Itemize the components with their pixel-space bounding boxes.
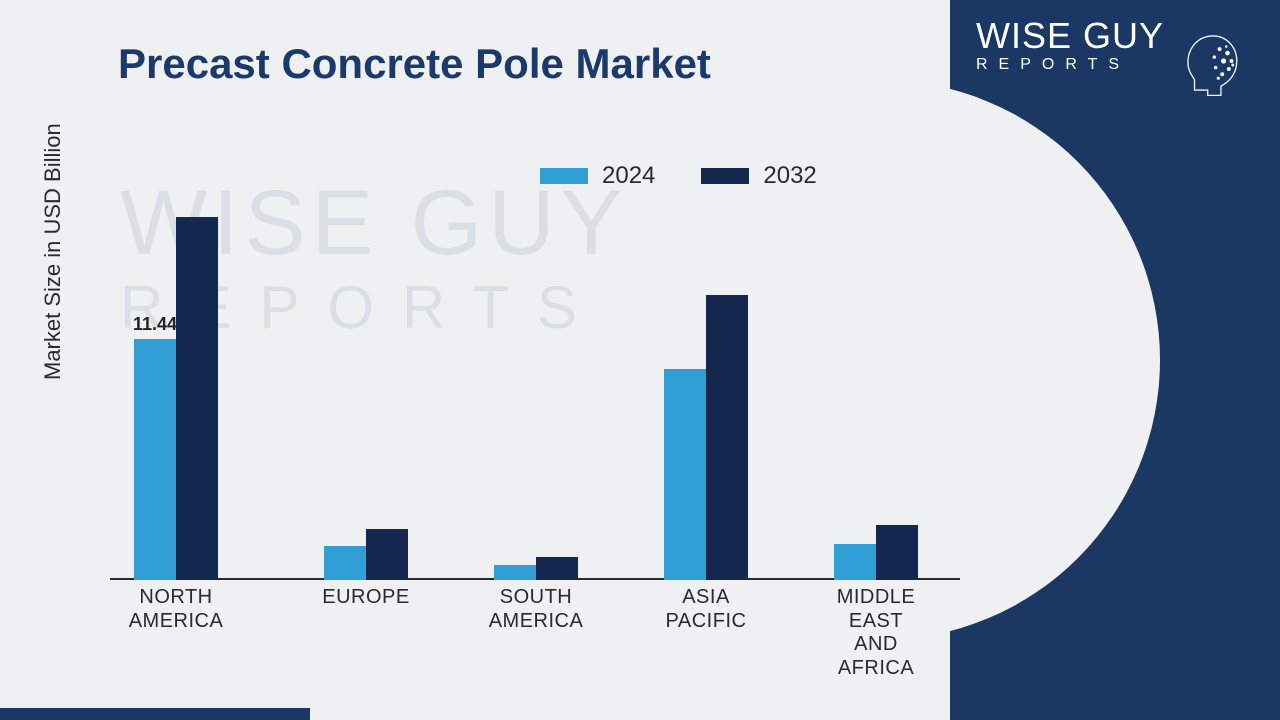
chart-canvas: WISE GUY REPORTS WISE GUY REPORTS Precas…: [0, 0, 1280, 720]
bar: [366, 529, 408, 580]
category-label: SOUTHAMERICA: [461, 586, 611, 633]
legend-label-2032: 2032: [763, 162, 816, 190]
bar: [706, 295, 748, 580]
plot-area: 11.44: [110, 200, 960, 580]
legend-swatch-2032: [701, 168, 749, 184]
legend-label-2024: 2024: [602, 162, 655, 190]
brand-word-1: WISE: [976, 15, 1072, 56]
bar: [324, 546, 366, 580]
legend-item-2032: 2032: [701, 162, 816, 190]
bar: [134, 339, 176, 581]
bar: [536, 557, 578, 580]
brand-head-icon: [1180, 32, 1246, 98]
category-label: MIDDLEEASTANDAFRICA: [801, 586, 951, 680]
legend-swatch-2024: [540, 168, 588, 184]
category-label: EUROPE: [291, 586, 441, 610]
brand-word-2: GUY: [1083, 15, 1164, 56]
bar: [494, 565, 536, 580]
bar: [834, 544, 876, 580]
chart-title: Precast Concrete Pole Market: [118, 40, 711, 88]
y-axis-label: Market Size in USD Billion: [40, 123, 66, 380]
brand-logo: WISE GUY REPORTS: [976, 18, 1256, 74]
bar: [876, 525, 918, 580]
footer-accent: [0, 708, 310, 720]
legend-item-2024: 2024: [540, 162, 655, 190]
category-label: NORTHAMERICA: [101, 586, 251, 633]
legend: 2024 2032: [540, 162, 817, 190]
category-label: ASIAPACIFIC: [631, 586, 781, 633]
bar: [664, 369, 706, 580]
bar: [176, 217, 218, 580]
